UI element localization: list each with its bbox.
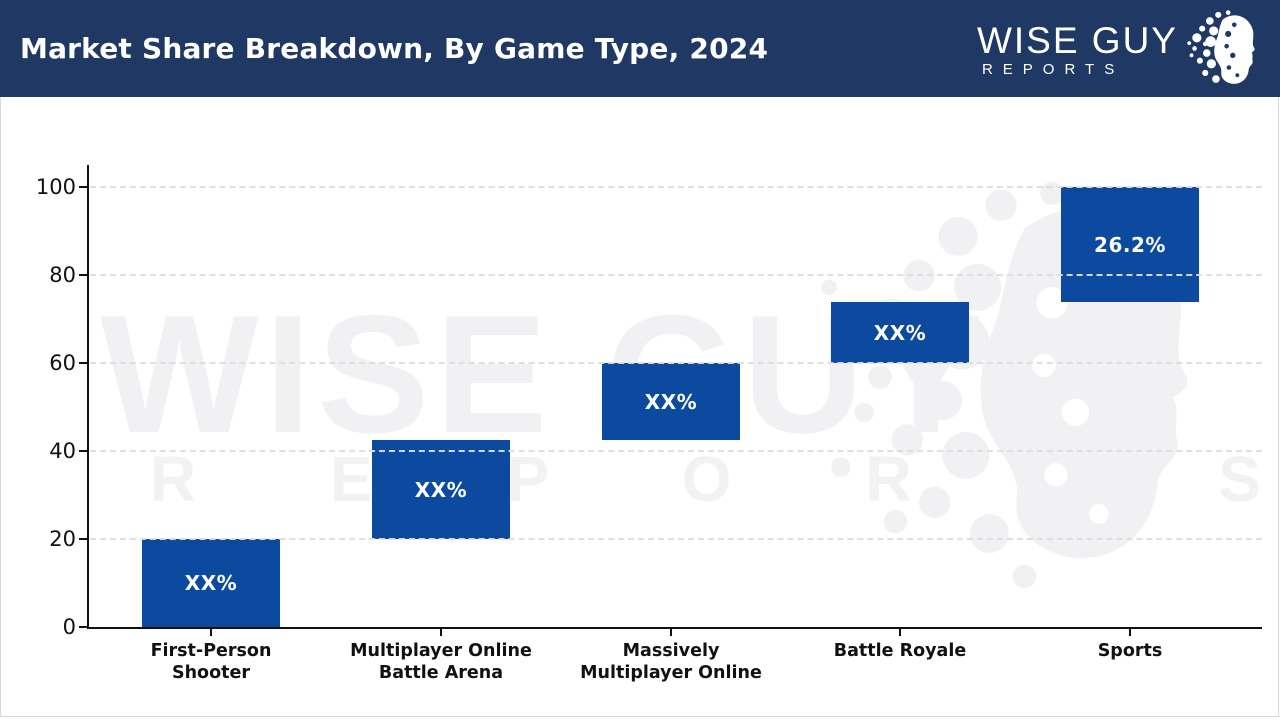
y-tick-label-60: 60 [49,351,76,375]
gridline-60 [90,362,1262,364]
x-tick-2 [440,629,442,636]
category-label-line: Multiplayer Online [350,641,532,661]
category-label-line: Multiplayer Online [580,663,762,683]
gridline-40 [90,450,1262,452]
y-tick-label-20: 20 [49,527,76,551]
wiseguy-logo-subtitle: REPORTS [981,61,1125,78]
x-tick-5 [1129,629,1131,636]
category-label-line: First-Person [150,641,272,661]
y-tick-80 [79,274,87,276]
wiseguy-logo: WISE GUY REPORTS [977,8,1258,92]
bar-value-label: 26.2% [1094,232,1166,257]
bar-value-label: XX% [414,477,468,502]
page-title: Market Share Breakdown, By Game Type, 20… [20,32,769,65]
y-tick-100 [79,186,87,188]
gridline-100 [90,186,1262,188]
x-tick-3 [670,629,672,636]
y-tick-20 [79,538,87,540]
category-label-line: Battle Arena [378,663,504,683]
category-label-1: First-Person Shooter [91,640,331,684]
category-label-line: Battle Royale [833,641,967,661]
waterfall-bar-4: XX% [831,302,969,364]
gridline-80 [90,274,1262,276]
waterfall-bar-3: XX% [602,363,740,441]
category-label-line: Massively [622,641,720,661]
y-tick-label-0: 0 [62,615,76,639]
bar-value-label: XX% [184,571,238,595]
x-tick-1 [210,629,212,636]
y-axis-line [87,165,89,629]
y-tick-60 [79,362,87,364]
gridline-20 [90,538,1262,540]
frame-border-right [1278,97,1279,717]
y-tick-label-80: 80 [49,263,76,287]
x-axis-line [87,627,1262,629]
wiseguy-logo-name: WISE GUY [976,20,1178,61]
category-label-2: Multiplayer Online Battle Arena [321,640,561,684]
waterfall-bar-1: XX% [142,539,280,627]
wiseguy-logo-face-icon [1187,10,1255,84]
category-label-line: Shooter [172,663,250,683]
y-tick-label-40: 40 [49,439,76,463]
y-tick-0 [79,626,87,628]
y-tick-40 [79,450,87,452]
bar-value-label: XX% [873,320,927,345]
x-tick-4 [899,629,901,636]
category-label-3: Massively Multiplayer Online [551,640,791,684]
bar-value-label: XX% [644,389,698,414]
wiseguy-logo-text: WISE GUY REPORTS [977,21,1178,79]
frame-border-bottom [0,716,1280,717]
category-label-line: Sports [1097,641,1163,661]
frame-border-left [0,97,1,717]
y-tick-label-100: 100 [35,175,76,199]
waterfall-bar-5: 26.2% [1061,187,1199,303]
category-label-4: Battle Royale [780,640,1020,662]
category-label-5: Sports [1010,640,1250,662]
header-bar: Market Share Breakdown, By Game Type, 20… [0,0,1280,97]
waterfall-bar-2: XX% [372,440,510,539]
